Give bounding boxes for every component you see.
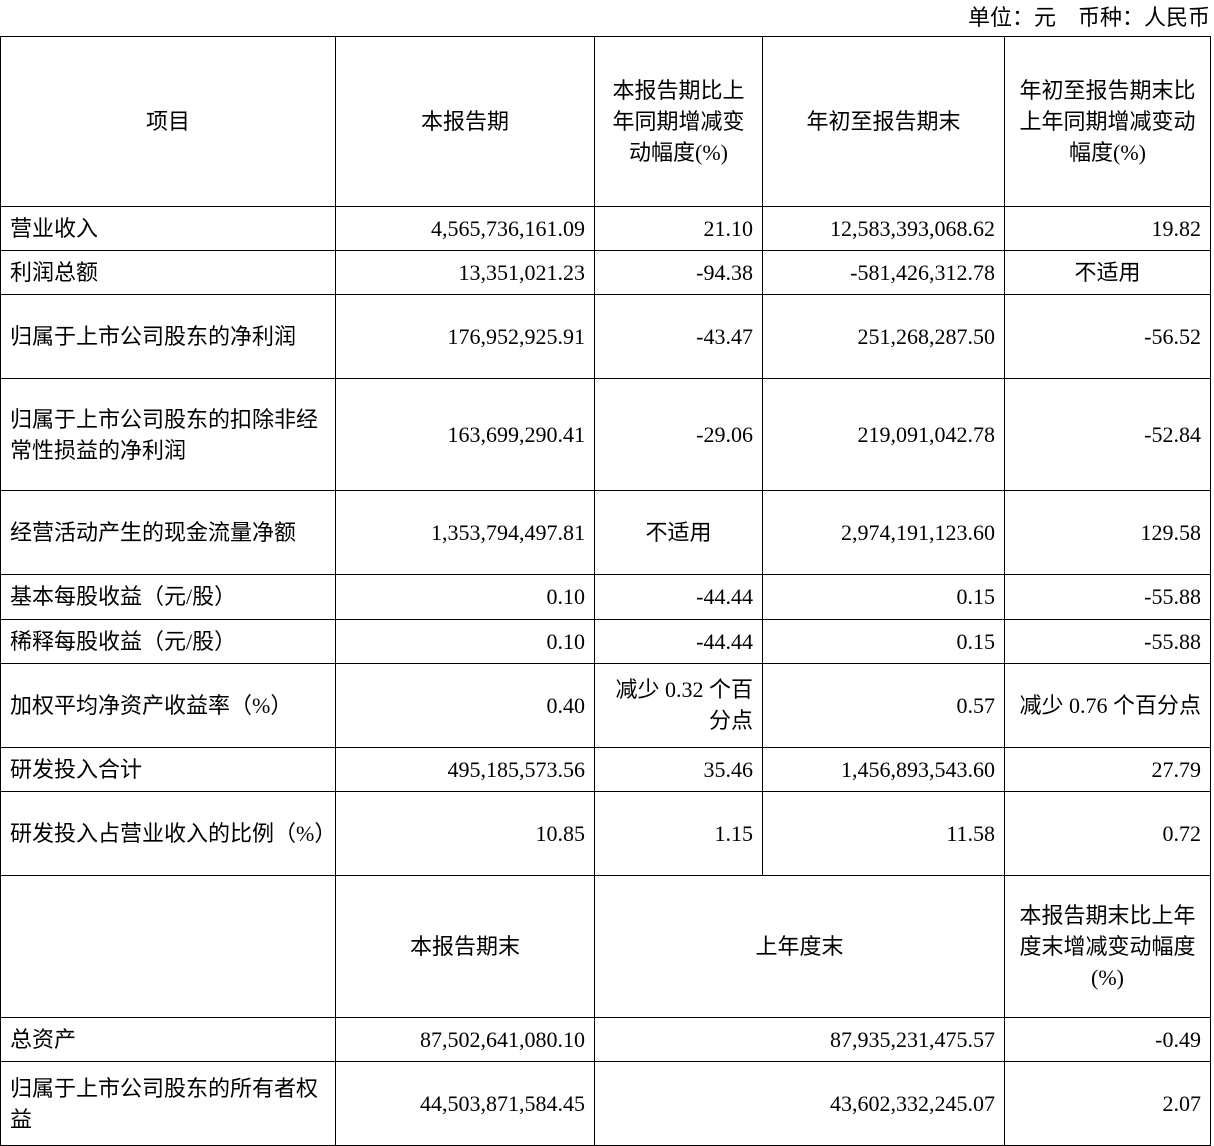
row-label: 利润总额 [0, 250, 336, 296]
cell-current-change: 35.46 [594, 746, 763, 793]
cell-ytd: 0.15 [762, 574, 1005, 620]
header-blank [0, 875, 336, 1019]
table-row: 归属于上市公司股东的所有者权益 44,503,871,584.45 43,602… [0, 1061, 1211, 1146]
table-header-row-period: 项目 本报告期 本报告期比上年同期增减变动幅度(%) 年初至报告期末 年初至报告… [0, 36, 1211, 207]
cell-ytd: 0.15 [762, 618, 1005, 664]
table-header-row-balance: 本报告期末 上年度末 本报告期末比上年度末增减变动幅度(%) [0, 875, 1211, 1019]
cell-period-end: 44,503,871,584.45 [335, 1061, 595, 1146]
cell-ytd-change: 19.82 [1004, 205, 1211, 252]
table-row: 研发投入合计 495,185,573.56 35.46 1,456,893,54… [0, 746, 1211, 793]
key-financial-indicators-table: 项目 本报告期 本报告期比上年同期增减变动幅度(%) 年初至报告期末 年初至报告… [0, 36, 1211, 1146]
cell-current-change: 1.15 [594, 791, 763, 877]
cell-ytd: 11.58 [762, 791, 1005, 877]
row-label: 研发投入合计 [0, 746, 336, 793]
header-current-period-change: 本报告期比上年同期增减变动幅度(%) [594, 36, 763, 207]
header-ytd-change: 年初至报告期末比上年同期增减变动幅度(%) [1004, 36, 1211, 207]
cell-ytd: -581,426,312.78 [762, 250, 1005, 296]
cell-last-year-end: 43,602,332,245.07 [594, 1061, 1005, 1146]
table-row: 研发投入占营业收入的比例（%） 10.85 1.15 11.58 0.72 [0, 791, 1211, 877]
row-label: 归属于上市公司股东的净利润 [0, 294, 336, 380]
row-label: 归属于上市公司股东的所有者权益 [0, 1061, 336, 1146]
cell-current-change: -44.44 [594, 618, 763, 664]
cell-current-period: 4,565,736,161.09 [335, 205, 595, 252]
cell-current-period: 163,699,290.41 [335, 378, 595, 492]
cell-last-year-end: 87,935,231,475.57 [594, 1017, 1005, 1063]
cell-current-period: 176,952,925.91 [335, 294, 595, 380]
cell-ytd-change: 0.72 [1004, 791, 1211, 877]
row-label: 加权平均净资产收益率（%） [0, 662, 336, 748]
cell-current-period: 0.10 [335, 574, 595, 620]
cell-ytd-change: -52.84 [1004, 378, 1211, 492]
header-period-end: 本报告期末 [335, 875, 595, 1019]
cell-ytd: 251,268,287.50 [762, 294, 1005, 380]
row-label: 经营活动产生的现金流量净额 [0, 490, 336, 576]
cell-ytd-change: 27.79 [1004, 746, 1211, 793]
table-row: 总资产 87,502,641,080.10 87,935,231,475.57 … [0, 1017, 1211, 1063]
cell-current-change: -29.06 [594, 378, 763, 492]
cell-ytd-change: 129.58 [1004, 490, 1211, 576]
cell-ytd: 12,583,393,068.62 [762, 205, 1005, 252]
cell-current-period: 13,351,021.23 [335, 250, 595, 296]
cell-ytd: 2,974,191,123.60 [762, 490, 1005, 576]
cell-current-period: 0.40 [335, 662, 595, 748]
table-row: 利润总额 13,351,021.23 -94.38 -581,426,312.7… [0, 250, 1211, 296]
table-caption-bar: 单位：元 币种：人民币 [0, 0, 1214, 36]
table-row: 归属于上市公司股东的净利润 176,952,925.91 -43.47 251,… [0, 294, 1211, 380]
cell-ytd: 219,091,042.78 [762, 378, 1005, 492]
table-row: 营业收入 4,565,736,161.09 21.10 12,583,393,0… [0, 205, 1211, 252]
row-label: 稀释每股收益（元/股） [0, 618, 336, 664]
table-row: 归属于上市公司股东的扣除非经常性损益的净利润 163,699,290.41 -2… [0, 378, 1211, 492]
row-label: 归属于上市公司股东的扣除非经常性损益的净利润 [0, 378, 336, 492]
header-balance-change: 本报告期末比上年度末增减变动幅度(%) [1004, 875, 1211, 1019]
row-label: 基本每股收益（元/股） [0, 574, 336, 620]
cell-balance-change: -0.49 [1004, 1017, 1211, 1063]
cell-ytd-change: -55.88 [1004, 618, 1211, 664]
header-ytd: 年初至报告期末 [762, 36, 1005, 207]
table-row: 加权平均净资产收益率（%） 0.40 减少 0.32 个百分点 0.57 减少 … [0, 662, 1211, 748]
row-label: 总资产 [0, 1017, 336, 1063]
cell-ytd-change: -56.52 [1004, 294, 1211, 380]
cell-current-change: 21.10 [594, 205, 763, 252]
cell-current-period: 10.85 [335, 791, 595, 877]
cell-period-end: 87,502,641,080.10 [335, 1017, 595, 1063]
cell-ytd-change: 不适用 [1004, 250, 1211, 296]
cell-current-period: 0.10 [335, 618, 595, 664]
cell-current-change: -94.38 [594, 250, 763, 296]
cell-current-change: -43.47 [594, 294, 763, 380]
cell-current-period: 1,353,794,497.81 [335, 490, 595, 576]
cell-ytd: 1,456,893,543.60 [762, 746, 1005, 793]
cell-current-change: 减少 0.32 个百分点 [594, 662, 763, 748]
cell-current-change: -44.44 [594, 574, 763, 620]
header-item: 项目 [0, 36, 336, 207]
table-row: 稀释每股收益（元/股） 0.10 -44.44 0.15 -55.88 [0, 618, 1211, 664]
unit-currency-caption: 单位：元 币种：人民币 [967, 5, 1210, 30]
row-label: 营业收入 [0, 205, 336, 252]
cell-current-period: 495,185,573.56 [335, 746, 595, 793]
header-current-period: 本报告期 [335, 36, 595, 207]
table-row: 经营活动产生的现金流量净额 1,353,794,497.81 不适用 2,974… [0, 490, 1211, 576]
table-row: 基本每股收益（元/股） 0.10 -44.44 0.15 -55.88 [0, 574, 1211, 620]
cell-current-change: 不适用 [594, 490, 763, 576]
cell-balance-change: 2.07 [1004, 1061, 1211, 1146]
cell-ytd: 0.57 [762, 662, 1005, 748]
header-last-year-end: 上年度末 [594, 875, 1005, 1019]
row-label: 研发投入占营业收入的比例（%） [0, 791, 336, 877]
cell-ytd-change: 减少 0.76 个百分点 [1004, 662, 1211, 748]
cell-ytd-change: -55.88 [1004, 574, 1211, 620]
